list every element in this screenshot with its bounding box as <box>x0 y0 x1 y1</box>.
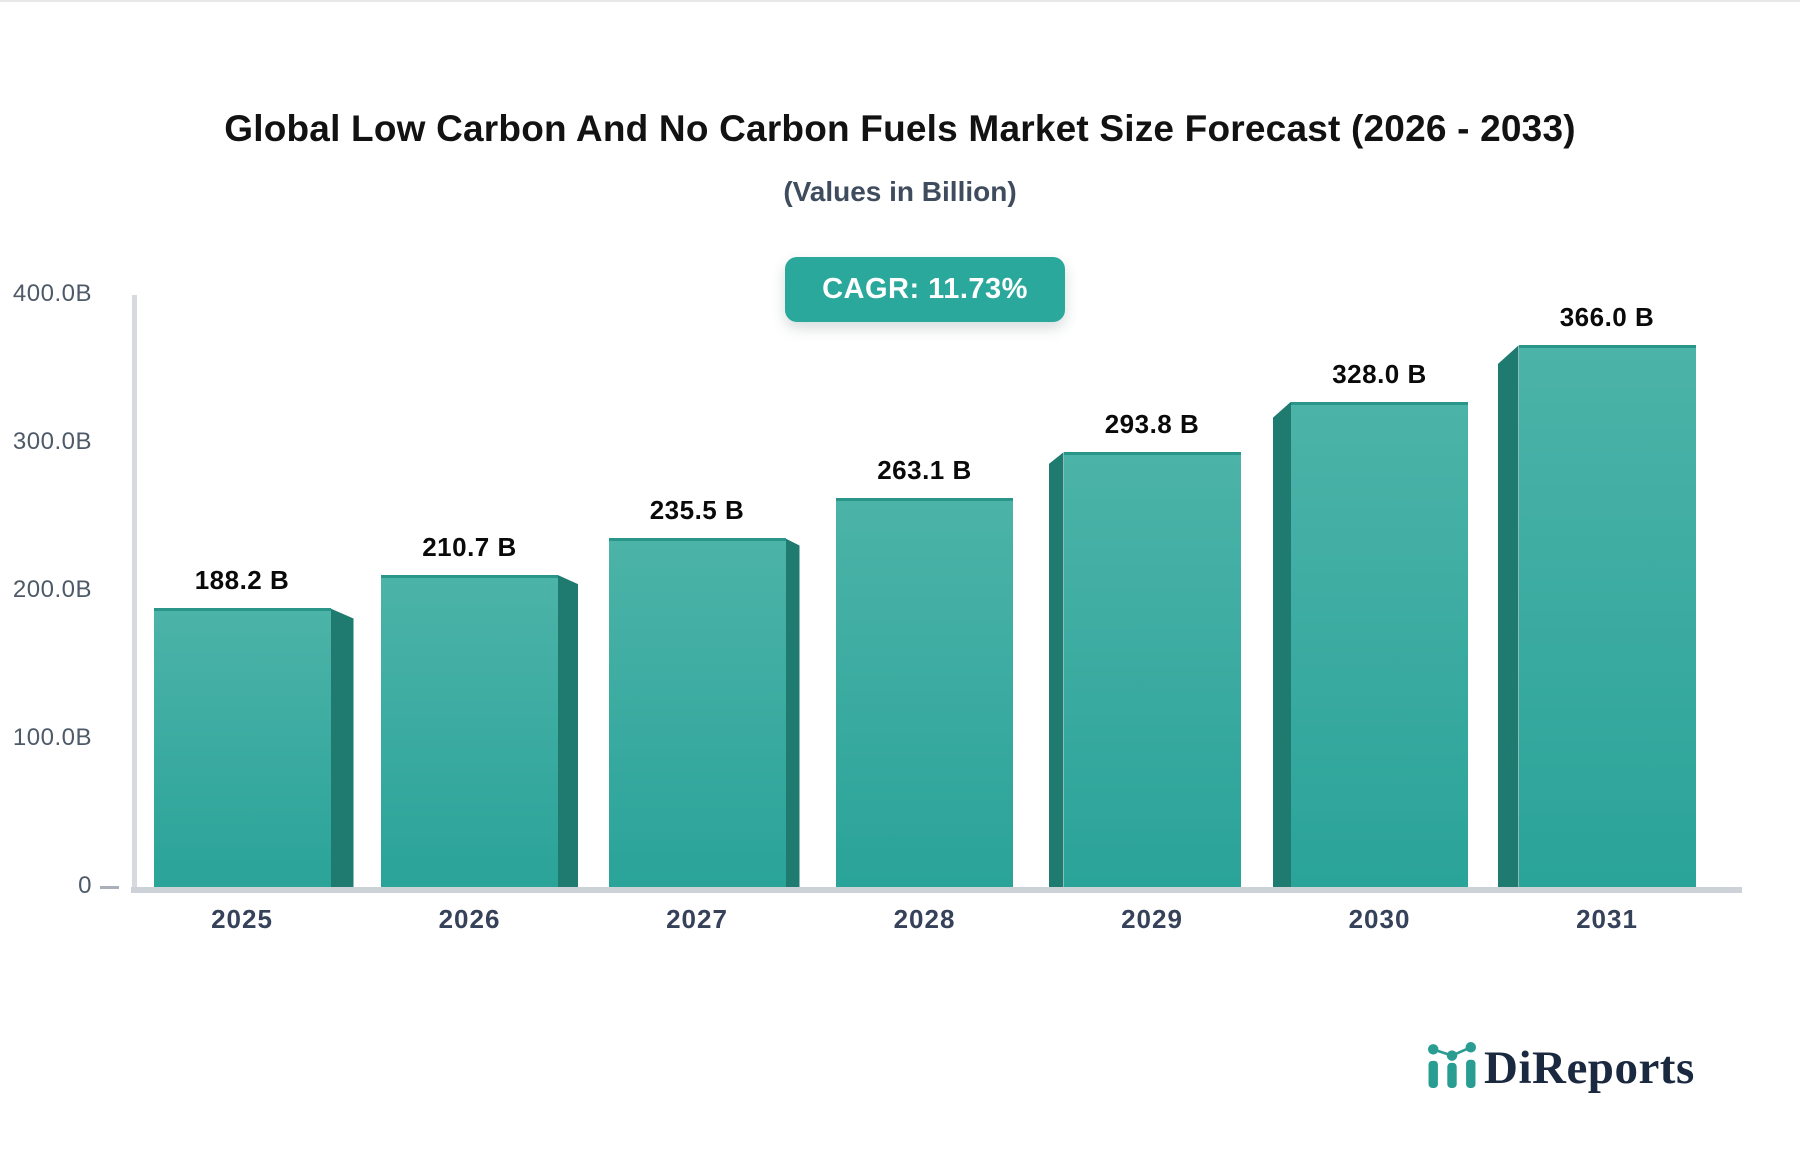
x-tick-label-2029: 2029 <box>1121 904 1183 934</box>
x-axis-line <box>131 887 1742 893</box>
bar-chart-logo-icon <box>1428 1042 1476 1088</box>
bar-2026 <box>381 575 558 887</box>
x-tick-label-2027: 2027 <box>666 904 728 934</box>
bar-side-face-2029 <box>1048 452 1064 887</box>
y-axis-line <box>132 295 137 889</box>
bar-side-face-2030 <box>1273 401 1291 887</box>
bar-2028 <box>836 497 1013 887</box>
cagr-badge: CAGR: 11.73% <box>785 257 1065 322</box>
bar-2030 <box>1291 401 1468 887</box>
bar-side-face-2031 <box>1497 345 1519 887</box>
bar-2031 <box>1518 345 1696 887</box>
bar-2029 <box>1063 452 1241 887</box>
plot-area: 188.2 B 210.7 B 235.5 B 263.1 B 293.8 B 328.0… <box>137 295 1742 887</box>
y-tick-label-100.0B: 100.0B <box>12 724 92 751</box>
bar-value-label-2031: 366.0 B <box>1559 302 1655 333</box>
bar-side-face-2026 <box>558 575 578 887</box>
y-tick-label-0: 0 <box>78 872 92 899</box>
brand-name: DiReports <box>1484 1042 1695 1094</box>
bar-2025 <box>153 608 331 887</box>
bar-side-face-2025 <box>330 608 354 887</box>
brand-logo: DiReports <box>1428 1042 1695 1092</box>
bar-value-label-2028: 263.1 B <box>877 454 972 485</box>
bar-2027 <box>608 538 786 887</box>
y-tick-label-400.0B: 400.0B <box>12 280 92 307</box>
y-axis-zero-tick <box>100 886 119 889</box>
x-tick-label-2031: 2031 <box>1576 904 1638 934</box>
bar-value-label-2030: 328.0 B <box>1332 358 1427 389</box>
x-tick-label-2026: 2026 <box>438 904 501 934</box>
bar-value-label-2025: 188.2 B <box>194 565 290 596</box>
bar-side-face-2027 <box>785 538 800 887</box>
y-tick-label-200.0B: 200.0B <box>12 576 92 603</box>
bar-value-label-2027: 235.5 B <box>649 495 745 526</box>
bar-value-label-2026: 210.7 B <box>422 532 517 563</box>
x-tick-label-2030: 2030 <box>1348 904 1411 934</box>
x-tick-label-2025: 2025 <box>211 904 273 934</box>
chart-title: Global Low Carbon And No Carbon Fuels Ma… <box>224 108 1576 149</box>
bar-value-label-2029: 293.8 B <box>1104 409 1200 440</box>
chart-subtitle: (Values in Billion) <box>783 176 1017 207</box>
y-tick-label-300.0B: 300.0B <box>12 428 92 455</box>
x-tick-label-2028: 2028 <box>893 904 956 934</box>
